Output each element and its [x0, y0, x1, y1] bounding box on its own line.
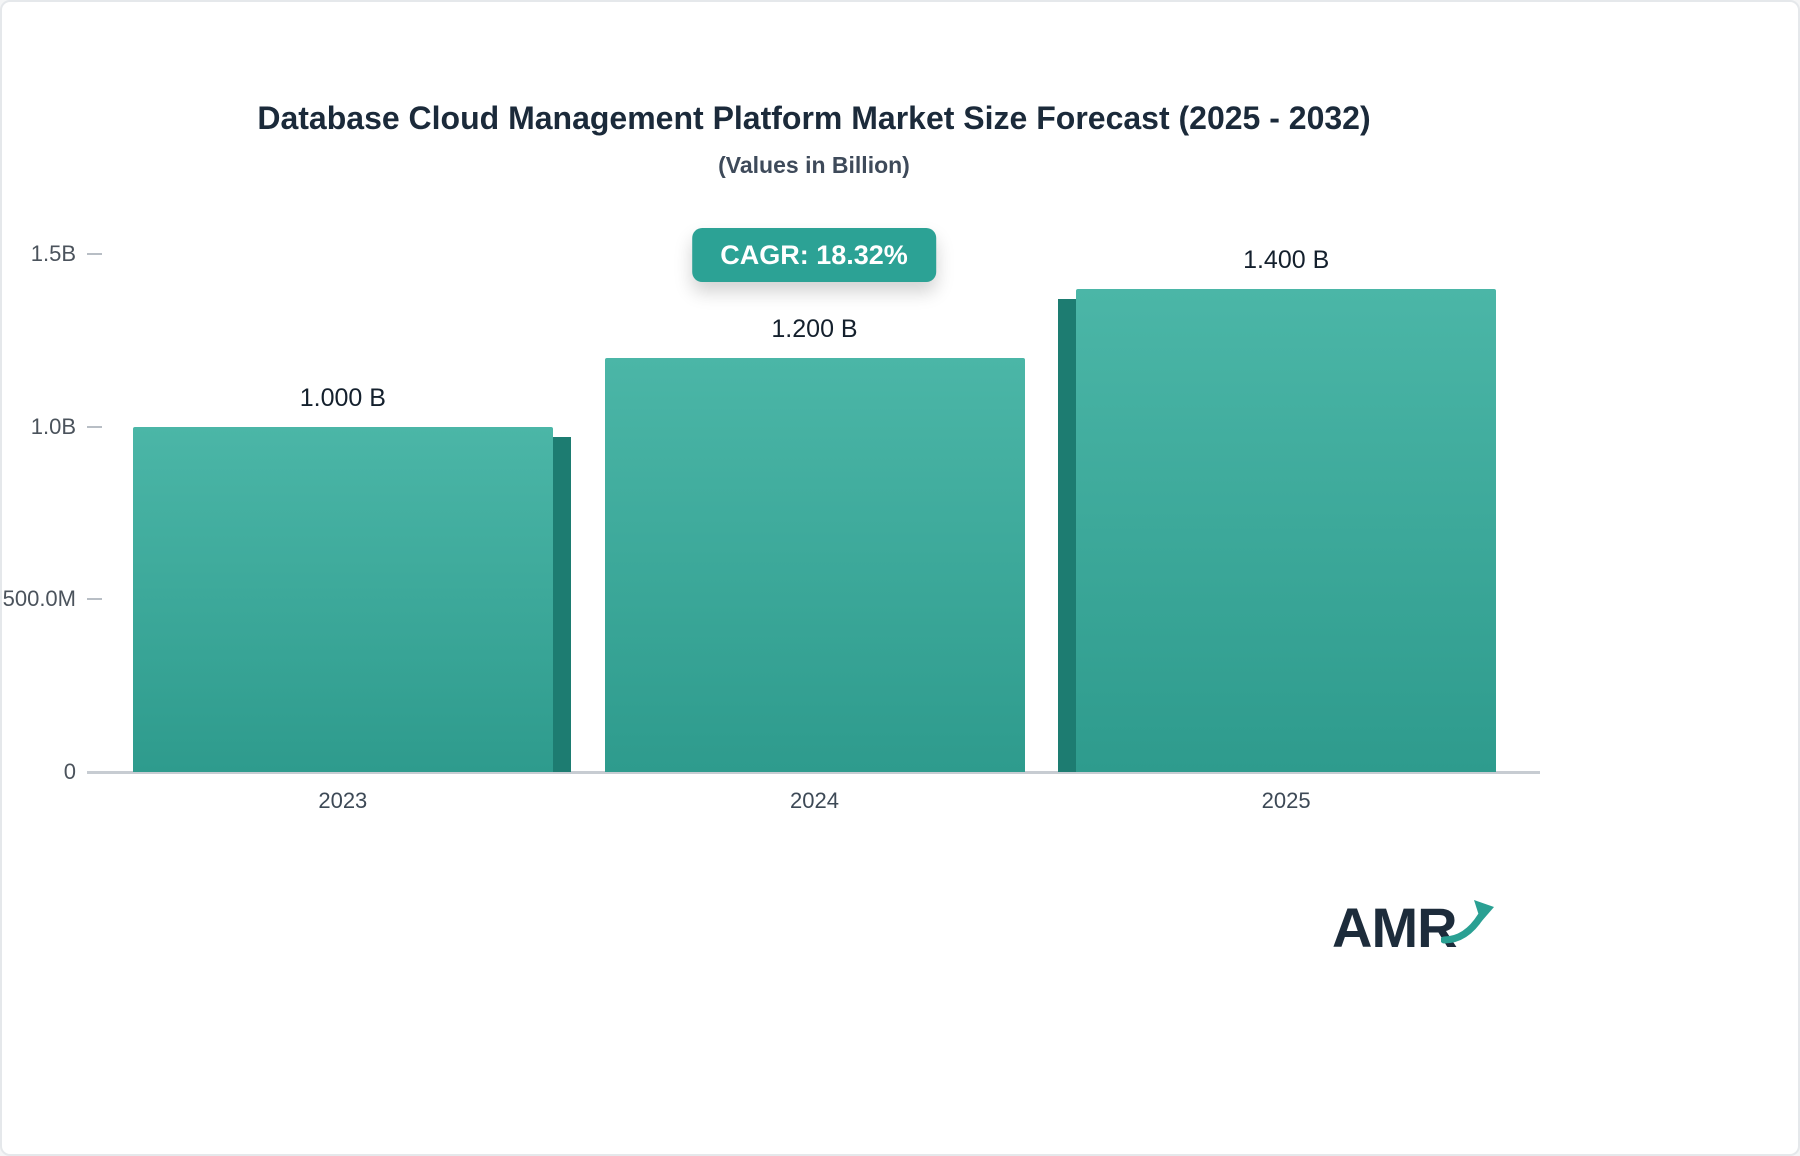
cagr-badge: CAGR: 18.32%	[692, 228, 936, 282]
bar	[132, 426, 553, 772]
y-tick-label: 0	[63, 759, 76, 784]
growth-arrow-icon	[1440, 899, 1494, 943]
plot-area: 1.000 B 1.200 B 1.400 B	[87, 246, 1540, 774]
y-tick-label: 1.0B	[30, 413, 76, 439]
x-axis-label: 2025	[1261, 788, 1311, 813]
y-tick-mark	[87, 425, 102, 428]
y-tick-label: 1.5B	[30, 241, 76, 266]
y-tick-mark	[87, 598, 102, 601]
bar-3d-side	[1058, 298, 1077, 772]
amr-logo-text: AMR	[1332, 896, 1458, 959]
chart-title: Database Cloud Management Platform Marke…	[257, 100, 1371, 136]
y-axis: 0 500.0M 1.0B 1.5B	[2, 241, 104, 784]
bar-value-label: 1.200 B	[771, 314, 858, 343]
x-axis-label: 2024	[790, 788, 839, 813]
bar-value-label: 1.000 B	[299, 383, 386, 412]
y-tick-label: 500.0M	[2, 586, 76, 612]
bar-3d-side	[552, 436, 571, 772]
y-tick-mark	[87, 253, 102, 255]
cagr-badge-label: CAGR: 18.32%	[720, 240, 908, 270]
bar	[604, 357, 1025, 772]
bar	[1076, 288, 1497, 772]
bar-value-label: 1.400 B	[1243, 245, 1330, 274]
x-axis-line	[87, 771, 1540, 774]
amr-logo: AMR	[1332, 895, 1495, 960]
x-axis-labels: 2023 2024 2025	[107, 788, 1522, 828]
x-axis-label: 2023	[318, 788, 368, 813]
chart-subtitle: (Values in Billion)	[718, 152, 910, 178]
